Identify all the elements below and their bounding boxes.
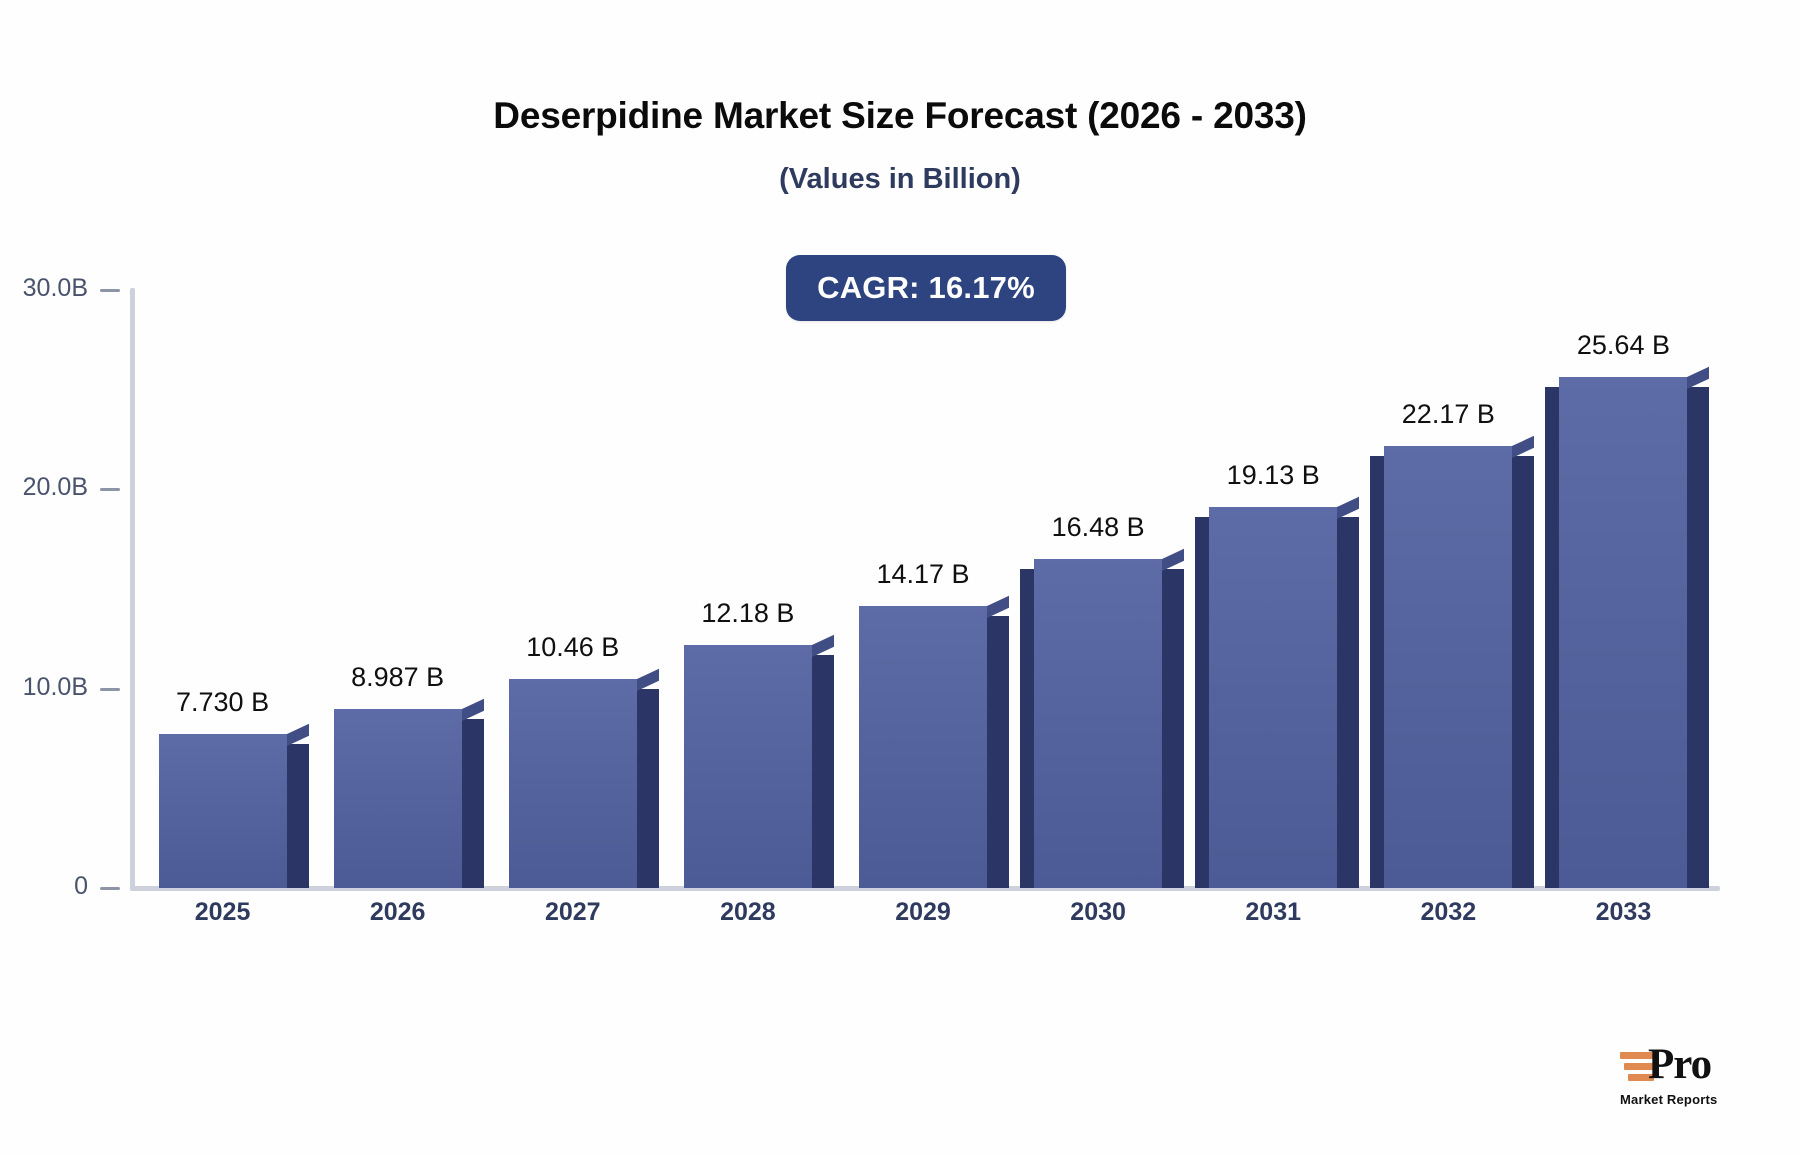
y-tick-label: 0: [74, 872, 88, 900]
bar-column: [859, 595, 1009, 888]
brand-logo: Pro Market Reports: [1620, 1040, 1770, 1110]
logo-bars-icon: [1620, 1052, 1656, 1086]
y-tick-label: 10.0B: [22, 672, 88, 701]
y-tick-label: 20.0B: [22, 473, 88, 502]
bar-value-label: 8.987 B: [351, 662, 445, 692]
bar-side-face: [462, 719, 484, 888]
bar-top-face: [1512, 435, 1534, 458]
bar-front-face: [334, 709, 462, 888]
chart-title: Deserpidine Market Size Forecast (2026 -…: [493, 95, 1307, 136]
bar-column: [684, 634, 834, 888]
x-axis-label: 2028: [720, 898, 776, 926]
x-axis-label: 2031: [1245, 898, 1302, 926]
bar-value-label: 14.17 B: [876, 559, 970, 589]
bar-front-face: [1209, 507, 1337, 888]
bar-column: [1370, 435, 1534, 888]
bar-side-face: [987, 616, 1009, 888]
bar-value-label: 22.17 B: [1401, 399, 1495, 429]
bar-top-face: [987, 595, 1009, 618]
x-axis-label: 2032: [1420, 898, 1477, 926]
bar-front-face: [1034, 559, 1162, 888]
x-axis-label: 2025: [194, 898, 251, 926]
chart-subtitle: (Values in Billion): [779, 163, 1021, 195]
bar-value-label: 7.730 B: [176, 687, 270, 717]
bar-column: [1020, 548, 1184, 888]
bar-side-face: [1162, 569, 1184, 888]
bar-side-face: [1337, 517, 1359, 888]
y-tick-mark: [100, 887, 120, 890]
bar-side-face: [812, 655, 834, 888]
x-axis-label: 2027: [544, 898, 601, 926]
bar-left-face: [1020, 569, 1034, 888]
logo-name: Pro: [1648, 1041, 1712, 1088]
bar-column: [1545, 366, 1709, 888]
bar-top-face: [1337, 496, 1359, 519]
bar-column: [159, 723, 309, 888]
bar-front-face: [684, 645, 812, 888]
x-axis-label: 2030: [1070, 898, 1126, 926]
bar-column: [509, 668, 659, 888]
bar-side-face: [1512, 456, 1534, 888]
cagr-badge-label: CAGR: 16.17%: [817, 270, 1035, 305]
bar-side-face: [287, 744, 309, 888]
bar-top-face: [1687, 366, 1709, 389]
y-tick-label: 30.0B: [22, 274, 88, 302]
logo-tagline: Market Reports: [1620, 1092, 1718, 1107]
bar-front-face: [1559, 377, 1687, 888]
bar-column: [334, 698, 484, 888]
y-tick-mark: [100, 488, 120, 492]
bar-left-face: [1370, 456, 1384, 888]
x-axis-label: 2033: [1595, 898, 1652, 926]
bar-top-face: [637, 668, 659, 691]
y-tick-mark: [100, 687, 120, 691]
y-tick-mark: [100, 289, 120, 292]
bar-front-face: [859, 606, 987, 888]
x-axis-label: 2029: [895, 898, 951, 926]
bar-front-face: [1384, 446, 1512, 888]
bar-side-face: [637, 689, 659, 888]
bar-column: [1195, 496, 1359, 888]
cagr-badge: CAGR: 16.17%: [786, 255, 1066, 321]
x-axis-line: [130, 886, 1720, 891]
bar-value-label: 12.18 B: [701, 598, 795, 628]
bar-left-face: [1545, 387, 1559, 888]
bar-left-face: [1195, 517, 1209, 888]
bar-value-label: 10.46 B: [526, 632, 620, 662]
y-axis-line: [130, 288, 135, 890]
bar-front-face: [159, 734, 287, 888]
bar-top-face: [1162, 548, 1184, 571]
bar-value-label: 25.64 B: [1576, 330, 1670, 360]
bar-side-face: [1687, 387, 1709, 888]
bar-value-label: 16.48 B: [1051, 512, 1145, 542]
bar-top-face: [812, 634, 834, 657]
bar-top-face: [287, 723, 309, 746]
bar-value-label: 19.13 B: [1226, 460, 1320, 490]
bar-front-face: [509, 679, 637, 888]
x-axis-label: 2026: [369, 898, 426, 926]
bar-top-face: [462, 698, 484, 721]
